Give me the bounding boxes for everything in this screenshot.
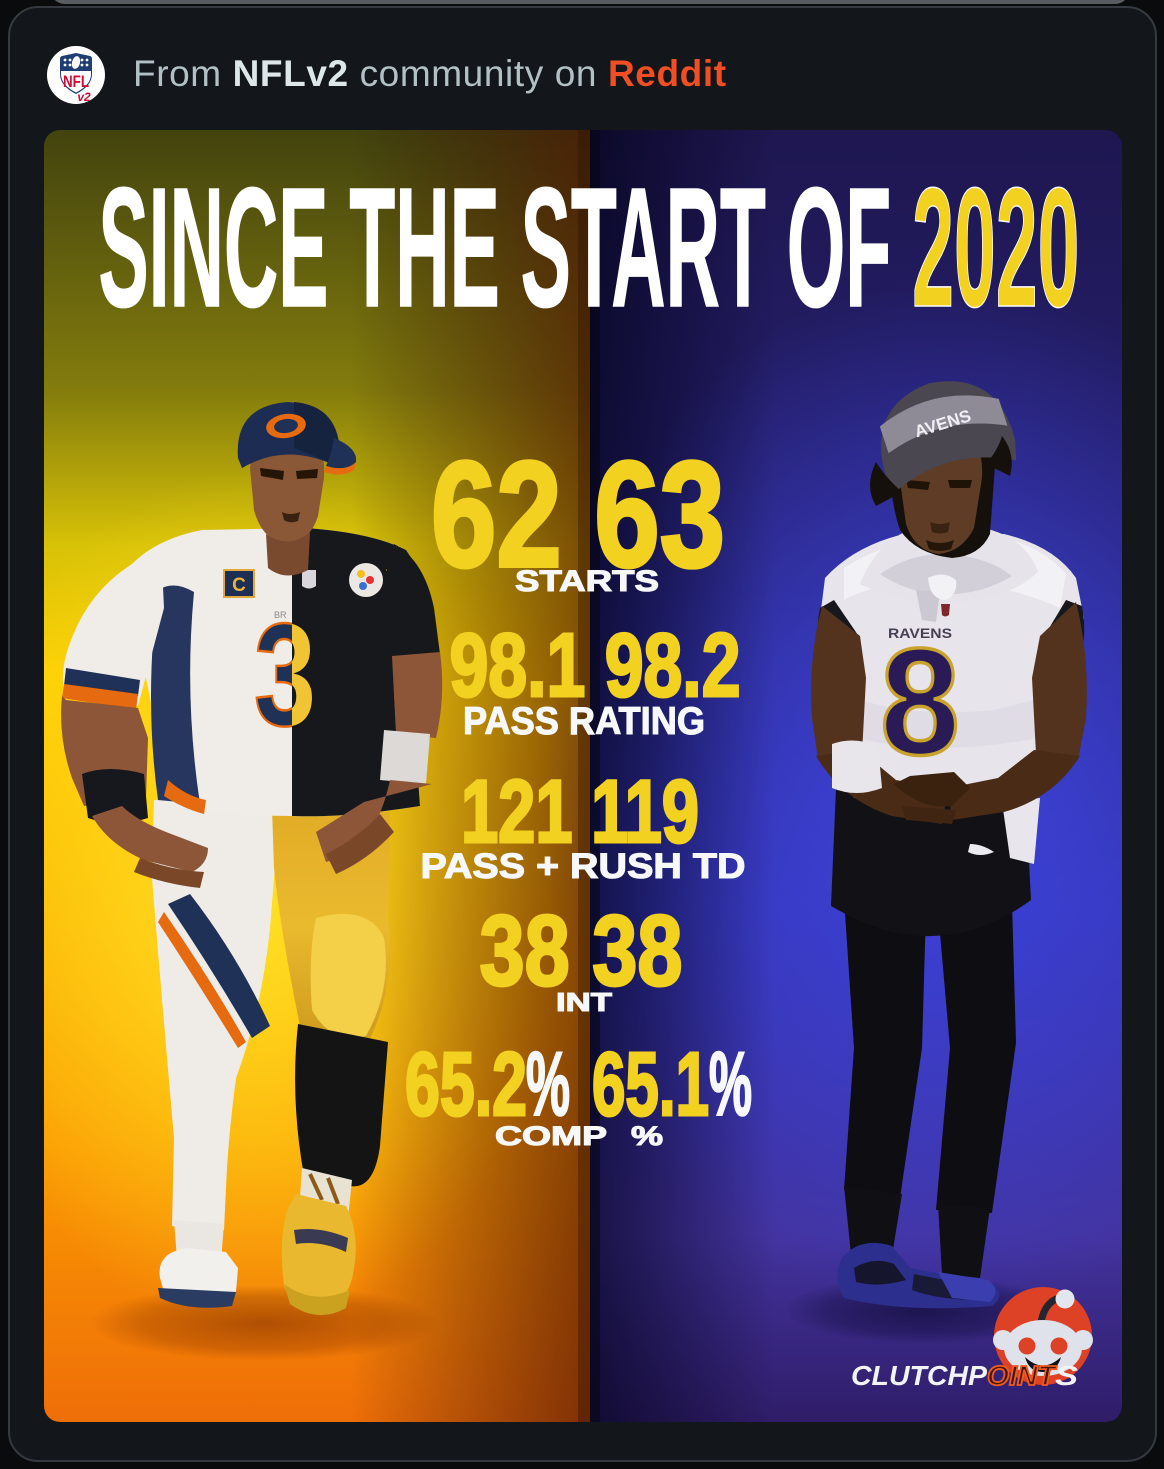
svg-text:RAVENS: RAVENS xyxy=(888,625,952,641)
svg-text:NFL: NFL xyxy=(63,72,89,91)
svg-text:OINT: OINT xyxy=(987,1360,1058,1391)
svg-text:3: 3 xyxy=(254,593,316,756)
svg-text:62 63: 62 63 xyxy=(431,430,725,598)
svg-text:S: S xyxy=(1055,1360,1078,1391)
svg-text:38 38: 38 38 xyxy=(480,895,683,1007)
svg-text:v2: v2 xyxy=(77,90,91,104)
svg-text:C: C xyxy=(232,575,246,596)
svg-text:121 119: 121 119 xyxy=(461,761,699,861)
svg-text:%: % xyxy=(631,1121,663,1151)
svg-text:SINCE THE START OF 2020: SINCE THE START OF 2020 xyxy=(99,153,1080,343)
svg-text:%: % xyxy=(709,1035,752,1135)
svg-text:COMP: COMP xyxy=(495,1121,607,1151)
svg-text:INT: INT xyxy=(556,987,612,1017)
svg-text:BR: BR xyxy=(274,610,287,620)
svg-text:STARTS: STARTS xyxy=(515,565,659,598)
svg-text:98.1 98.2: 98.1 98.2 xyxy=(450,616,741,716)
svg-text:3: 3 xyxy=(254,593,316,756)
svg-text:PASS + RUSH TD: PASS + RUSH TD xyxy=(421,847,746,886)
svg-text:65.1: 65.1 xyxy=(592,1035,709,1135)
svg-text:65.2: 65.2 xyxy=(405,1035,527,1135)
svg-text:8: 8 xyxy=(880,617,960,787)
svg-text:%: % xyxy=(526,1035,570,1135)
svg-text:PASS RATING: PASS RATING xyxy=(463,700,705,743)
svg-text:CLUTCHP: CLUTCHP xyxy=(851,1360,987,1391)
